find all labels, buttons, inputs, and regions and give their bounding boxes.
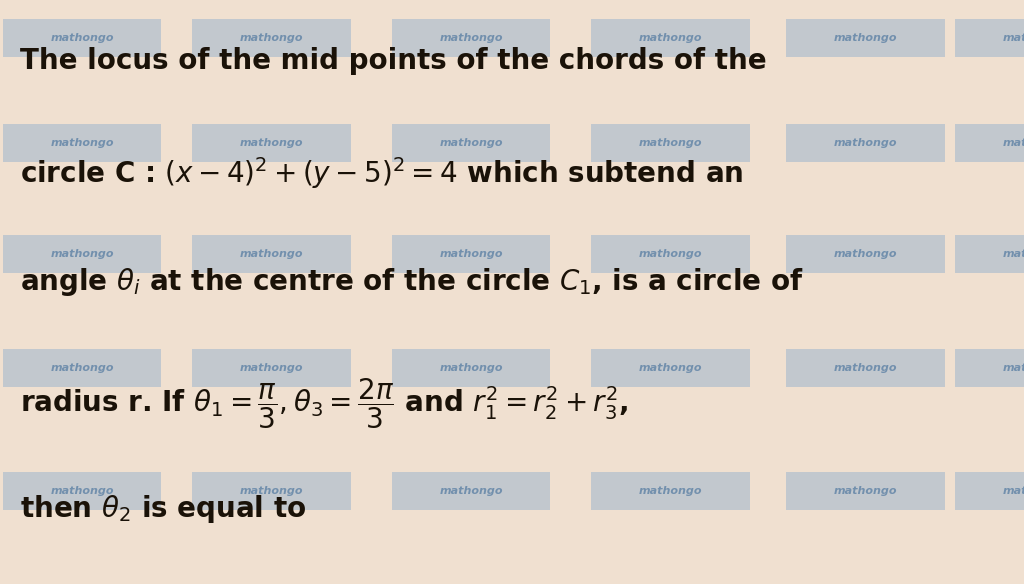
FancyBboxPatch shape — [391, 349, 551, 387]
Text: mathongo: mathongo — [240, 363, 303, 373]
Text: mathongo: mathongo — [240, 138, 303, 148]
Text: mathongo: mathongo — [50, 138, 114, 148]
FancyBboxPatch shape — [3, 349, 162, 387]
Text: mathongo: mathongo — [834, 249, 897, 259]
FancyBboxPatch shape — [391, 19, 551, 57]
Text: then $\theta_2$ is equal to: then $\theta_2$ is equal to — [20, 493, 307, 526]
Text: mathongo: mathongo — [240, 249, 303, 259]
FancyBboxPatch shape — [3, 472, 162, 509]
Text: The locus of the mid points of the chords of the: The locus of the mid points of the chord… — [20, 47, 767, 75]
FancyBboxPatch shape — [786, 349, 944, 387]
Text: mathongo: mathongo — [639, 33, 702, 43]
FancyBboxPatch shape — [954, 235, 1024, 273]
Text: mathongo: mathongo — [50, 249, 114, 259]
FancyBboxPatch shape — [954, 472, 1024, 509]
FancyBboxPatch shape — [786, 235, 944, 273]
Text: mathongo: mathongo — [50, 33, 114, 43]
Text: mathongo: mathongo — [439, 33, 503, 43]
Text: radius r. If $\theta_1=\dfrac{\pi}{3},\theta_3=\dfrac{2\pi}{3}$ and $r_1^2=r_2^2: radius r. If $\theta_1=\dfrac{\pi}{3},\t… — [20, 377, 629, 432]
Text: mathongo: mathongo — [1002, 363, 1024, 373]
Text: mathongo: mathongo — [639, 249, 702, 259]
Text: circle C : $(x-4)^2+(y-5)^2=4$ which subtend an: circle C : $(x-4)^2+(y-5)^2=4$ which sub… — [20, 155, 743, 190]
Text: mathongo: mathongo — [639, 485, 702, 496]
Text: angle $\theta_i$ at the centre of the circle $C_1$, is a circle of: angle $\theta_i$ at the centre of the ci… — [20, 266, 804, 298]
FancyBboxPatch shape — [954, 349, 1024, 387]
FancyBboxPatch shape — [786, 472, 944, 509]
Text: mathongo: mathongo — [1002, 485, 1024, 496]
FancyBboxPatch shape — [592, 472, 750, 509]
Text: mathongo: mathongo — [834, 33, 897, 43]
FancyBboxPatch shape — [391, 235, 551, 273]
FancyBboxPatch shape — [3, 124, 162, 162]
Text: mathongo: mathongo — [439, 249, 503, 259]
FancyBboxPatch shape — [193, 349, 350, 387]
Text: mathongo: mathongo — [834, 485, 897, 496]
Text: mathongo: mathongo — [834, 363, 897, 373]
FancyBboxPatch shape — [786, 124, 944, 162]
Text: mathongo: mathongo — [50, 363, 114, 373]
FancyBboxPatch shape — [193, 19, 350, 57]
Text: mathongo: mathongo — [1002, 249, 1024, 259]
Text: mathongo: mathongo — [1002, 138, 1024, 148]
FancyBboxPatch shape — [954, 124, 1024, 162]
FancyBboxPatch shape — [592, 124, 750, 162]
Text: mathongo: mathongo — [834, 138, 897, 148]
Text: mathongo: mathongo — [639, 363, 702, 373]
Text: mathongo: mathongo — [439, 485, 503, 496]
FancyBboxPatch shape — [3, 19, 162, 57]
FancyBboxPatch shape — [193, 235, 350, 273]
Text: mathongo: mathongo — [240, 33, 303, 43]
FancyBboxPatch shape — [592, 235, 750, 273]
FancyBboxPatch shape — [391, 124, 551, 162]
Text: mathongo: mathongo — [240, 485, 303, 496]
Text: mathongo: mathongo — [50, 485, 114, 496]
Text: mathongo: mathongo — [639, 138, 702, 148]
Text: mathongo: mathongo — [439, 363, 503, 373]
FancyBboxPatch shape — [193, 124, 350, 162]
FancyBboxPatch shape — [193, 472, 350, 509]
FancyBboxPatch shape — [786, 19, 944, 57]
FancyBboxPatch shape — [592, 19, 750, 57]
Text: mathongo: mathongo — [1002, 33, 1024, 43]
Text: mathongo: mathongo — [439, 138, 503, 148]
FancyBboxPatch shape — [592, 349, 750, 387]
FancyBboxPatch shape — [391, 472, 551, 509]
FancyBboxPatch shape — [954, 19, 1024, 57]
FancyBboxPatch shape — [3, 235, 162, 273]
